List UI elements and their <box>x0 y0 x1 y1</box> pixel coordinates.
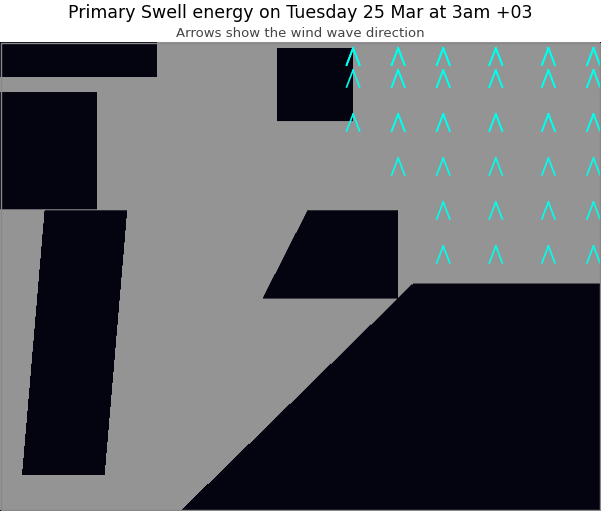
Text: Primary Swell energy on Tuesday 25 Mar at 3am +03: Primary Swell energy on Tuesday 25 Mar a… <box>69 5 532 22</box>
Text: Arrows show the wind wave direction: Arrows show the wind wave direction <box>176 27 425 40</box>
